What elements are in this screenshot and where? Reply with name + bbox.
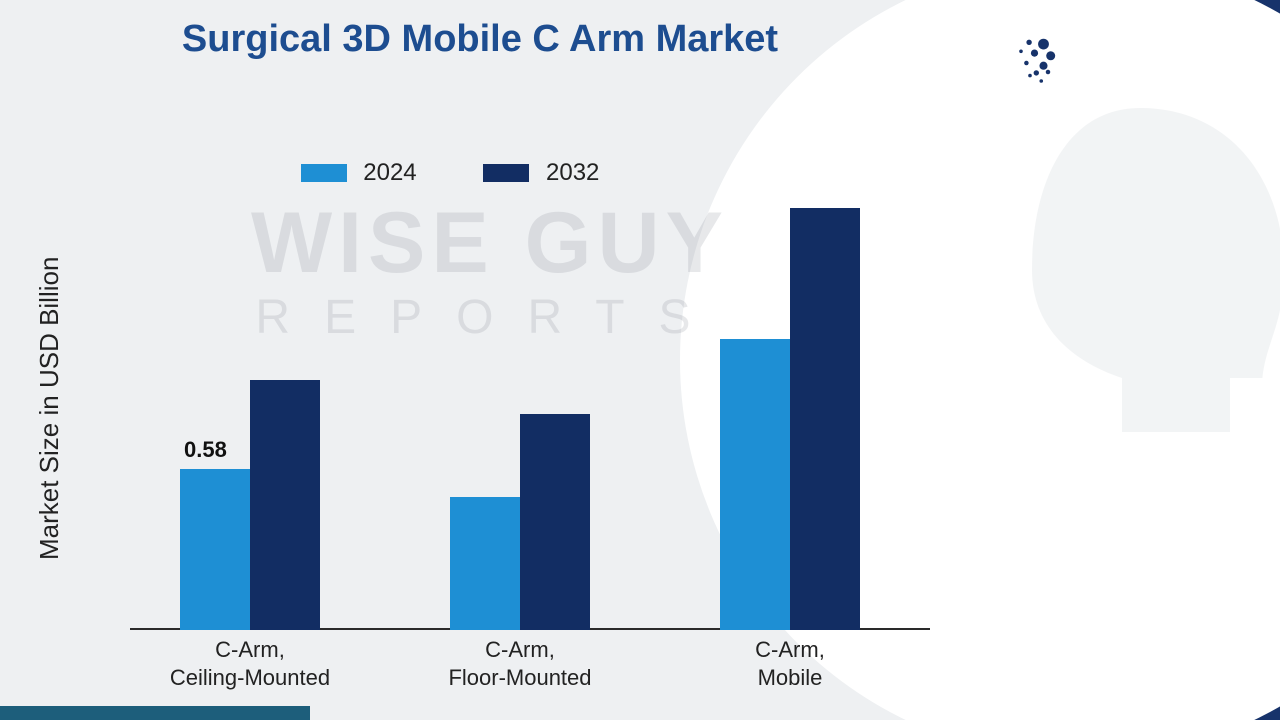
bar-chart: 0.58C-Arm,Ceiling-Mounted C-Arm,Floor-Mou… [130, 200, 930, 630]
bar-group: C-Arm,Mobile [720, 200, 860, 630]
bar-2032 [790, 208, 860, 630]
bar-2032 [250, 380, 320, 630]
y-axis-label: Market Size in USD Billion [34, 257, 65, 560]
legend-label-2032: 2032 [546, 159, 599, 187]
bar-value-label: 0.58 [184, 437, 227, 463]
brand-head-icon [976, 18, 1066, 108]
infographic-stage: WISE GUY REPORTS Surgical 3D Mobile C Ar… [0, 0, 1280, 720]
bar-2024 [720, 339, 790, 630]
brand-wise: WISE [1080, 22, 1174, 58]
x-axis-label: C-Arm,Ceiling-Mounted [140, 630, 360, 691]
x-axis-label: C-Arm,Floor-Mounted [410, 630, 630, 691]
brand-line2: REPORTS [1080, 61, 1252, 79]
chart-title: Surgical 3D Mobile C Arm Market [0, 18, 960, 61]
legend-label-2024: 2024 [363, 159, 416, 187]
bar-group: C-Arm,Floor-Mounted [450, 200, 590, 630]
plot-region: WISE GUY REPORTS Surgical 3D Mobile C Ar… [0, 0, 960, 720]
legend-swatch-2032 [483, 164, 529, 182]
brand-guy: GUY [1174, 22, 1252, 58]
brand-logo: WISEGUY REPORTS [1080, 22, 1252, 79]
footer-accent-bar [0, 706, 310, 720]
legend-swatch-2024 [301, 164, 347, 182]
bar-2032 [520, 414, 590, 630]
bar-2024 [450, 497, 520, 630]
legend: 2024 2032 [0, 158, 960, 187]
bar-group: 0.58C-Arm,Ceiling-Mounted [180, 200, 320, 630]
x-axis-label: C-Arm,Mobile [680, 630, 900, 691]
bar-2024 [180, 469, 250, 630]
brand-line1: WISEGUY [1080, 22, 1252, 59]
